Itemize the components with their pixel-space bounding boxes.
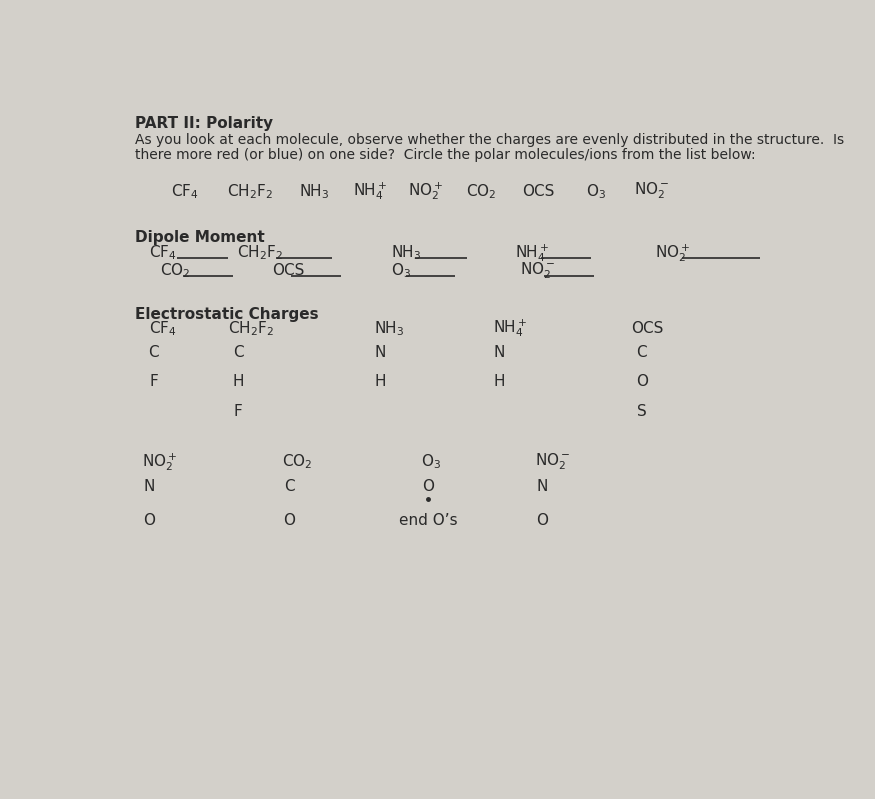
Text: PART II: Polarity: PART II: Polarity [135, 116, 273, 131]
Text: CH$_2$F$_2$: CH$_2$F$_2$ [237, 244, 283, 262]
Text: Electrostatic Charges: Electrostatic Charges [135, 307, 318, 322]
Text: O: O [636, 375, 648, 389]
Text: NO$_2^+$: NO$_2^+$ [142, 451, 178, 473]
Text: OCS: OCS [632, 321, 664, 336]
Text: C: C [148, 345, 158, 360]
Text: OCS: OCS [522, 184, 555, 199]
Text: CO$_2$: CO$_2$ [283, 452, 312, 471]
Text: O: O [422, 479, 434, 494]
Text: S: S [637, 404, 647, 419]
Text: NH$_3$: NH$_3$ [391, 244, 421, 262]
Text: there more red (or blue) on one side?  Circle the polar molecules/ions from the : there more red (or blue) on one side? Ci… [135, 148, 756, 162]
Text: As you look at each molecule, observe whether the charges are evenly distributed: As you look at each molecule, observe wh… [135, 133, 844, 147]
Text: CF$_4$: CF$_4$ [172, 182, 200, 201]
Text: N: N [536, 479, 548, 494]
Text: NO$_2^-$: NO$_2^-$ [634, 181, 669, 201]
Text: O: O [284, 513, 295, 528]
Text: NO$_2^-$: NO$_2^-$ [520, 260, 555, 281]
Text: NH$_3$: NH$_3$ [299, 182, 329, 201]
Text: O: O [143, 513, 155, 528]
Text: NH$_3$: NH$_3$ [374, 319, 404, 338]
Text: O: O [536, 513, 548, 528]
Text: NH$_4^+$: NH$_4^+$ [493, 317, 527, 340]
Text: O$_3$: O$_3$ [586, 182, 606, 201]
Text: end O’s: end O’s [399, 513, 458, 528]
Text: H: H [374, 375, 387, 389]
Text: F: F [234, 404, 242, 419]
Text: CF$_4$: CF$_4$ [149, 319, 177, 338]
Text: Dipole Moment: Dipole Moment [135, 230, 265, 245]
Text: CH$_2$F$_2$: CH$_2$F$_2$ [228, 182, 274, 201]
Text: NH$_4^+$: NH$_4^+$ [354, 181, 388, 202]
Text: H: H [233, 375, 244, 389]
Text: N: N [493, 345, 505, 360]
Text: CO$_2$: CO$_2$ [159, 261, 190, 280]
Text: NO$_2^+$: NO$_2^+$ [408, 181, 443, 202]
Text: OCS: OCS [272, 263, 304, 278]
Text: CF$_4$: CF$_4$ [149, 244, 177, 262]
Text: CH$_2$F$_2$: CH$_2$F$_2$ [228, 319, 274, 338]
Text: NH$_4^+$: NH$_4^+$ [514, 242, 550, 264]
Text: NO$_2^+$: NO$_2^+$ [655, 242, 690, 264]
Text: CO$_2$: CO$_2$ [466, 182, 496, 201]
Text: F: F [149, 375, 157, 389]
Text: O$_3$: O$_3$ [422, 452, 441, 471]
Text: C: C [284, 479, 294, 494]
Text: C: C [233, 345, 243, 360]
Text: H: H [493, 375, 505, 389]
Text: N: N [375, 345, 387, 360]
Text: O$_3$: O$_3$ [391, 261, 411, 280]
Text: NO$_2^-$: NO$_2^-$ [535, 451, 570, 472]
Text: N: N [143, 479, 154, 494]
Text: C: C [636, 345, 647, 360]
